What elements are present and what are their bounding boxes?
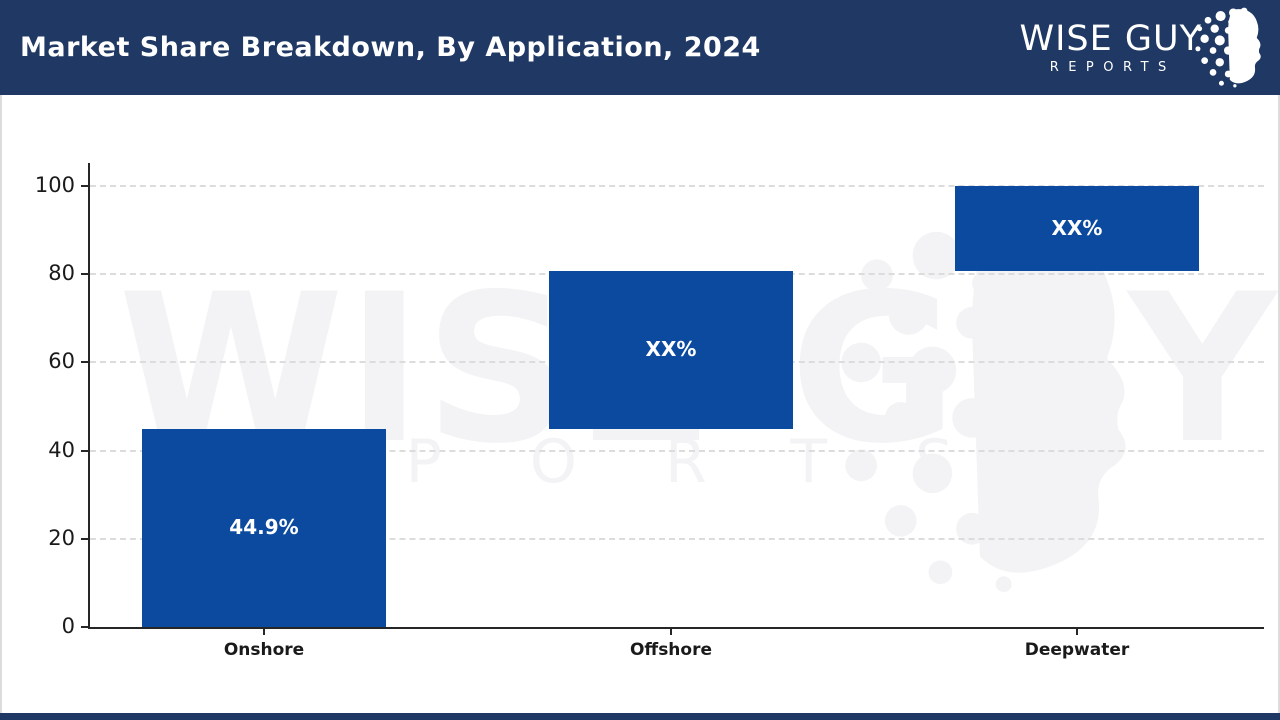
x-category-label: Onshore bbox=[223, 640, 305, 660]
x-tick-mark bbox=[670, 629, 672, 635]
x-tick-mark bbox=[1076, 629, 1078, 635]
x-category-label: Deepwater bbox=[1024, 640, 1130, 660]
header-band: Market Share Breakdown, By Application, … bbox=[0, 0, 1280, 95]
wise-guy-reports-logo: WISE GUY REPORTS bbox=[1019, 6, 1270, 90]
y-tick-mark bbox=[81, 273, 88, 276]
x-axis bbox=[88, 627, 1264, 629]
y-tick-mark bbox=[81, 449, 88, 452]
y-tick-label: 40 bbox=[48, 437, 75, 462]
bar-offshore bbox=[549, 271, 793, 429]
bar-value-label: 44.9% bbox=[229, 514, 299, 539]
y-tick-mark bbox=[81, 185, 88, 187]
bar-onshore bbox=[142, 428, 386, 627]
x-category-label: Offshore bbox=[629, 640, 713, 660]
bar-deepwater bbox=[955, 186, 1199, 272]
bar-value-label: XX% bbox=[1051, 215, 1103, 240]
gridline-40 bbox=[90, 449, 1264, 452]
y-tick-mark bbox=[81, 626, 88, 628]
gridline-100 bbox=[90, 185, 1264, 187]
y-tick-label: 0 bbox=[61, 614, 75, 638]
y-tick-label: 80 bbox=[48, 261, 75, 286]
page-title: Market Share Breakdown, By Application, … bbox=[20, 32, 761, 63]
y-tick-label: 20 bbox=[48, 525, 75, 550]
y-tick-mark bbox=[81, 537, 88, 540]
y-axis bbox=[88, 163, 90, 629]
logo-wordmark-line2: REPORTS bbox=[1049, 59, 1176, 75]
logo-face-dots bbox=[1195, 7, 1248, 88]
gridline-20 bbox=[90, 537, 1264, 540]
footer-band bbox=[0, 713, 1280, 720]
bar-value-label: XX% bbox=[645, 337, 697, 362]
y-tick-label: 60 bbox=[48, 349, 75, 374]
logo-wordmark: WISE GUY REPORTS bbox=[1019, 21, 1202, 75]
y-tick-label: 100 bbox=[34, 173, 75, 197]
logo-wordmark-line1: WISE GUY bbox=[1019, 19, 1202, 60]
x-tick-mark bbox=[263, 629, 265, 635]
y-tick-mark bbox=[81, 361, 88, 364]
logo-face-icon bbox=[1195, 7, 1261, 88]
